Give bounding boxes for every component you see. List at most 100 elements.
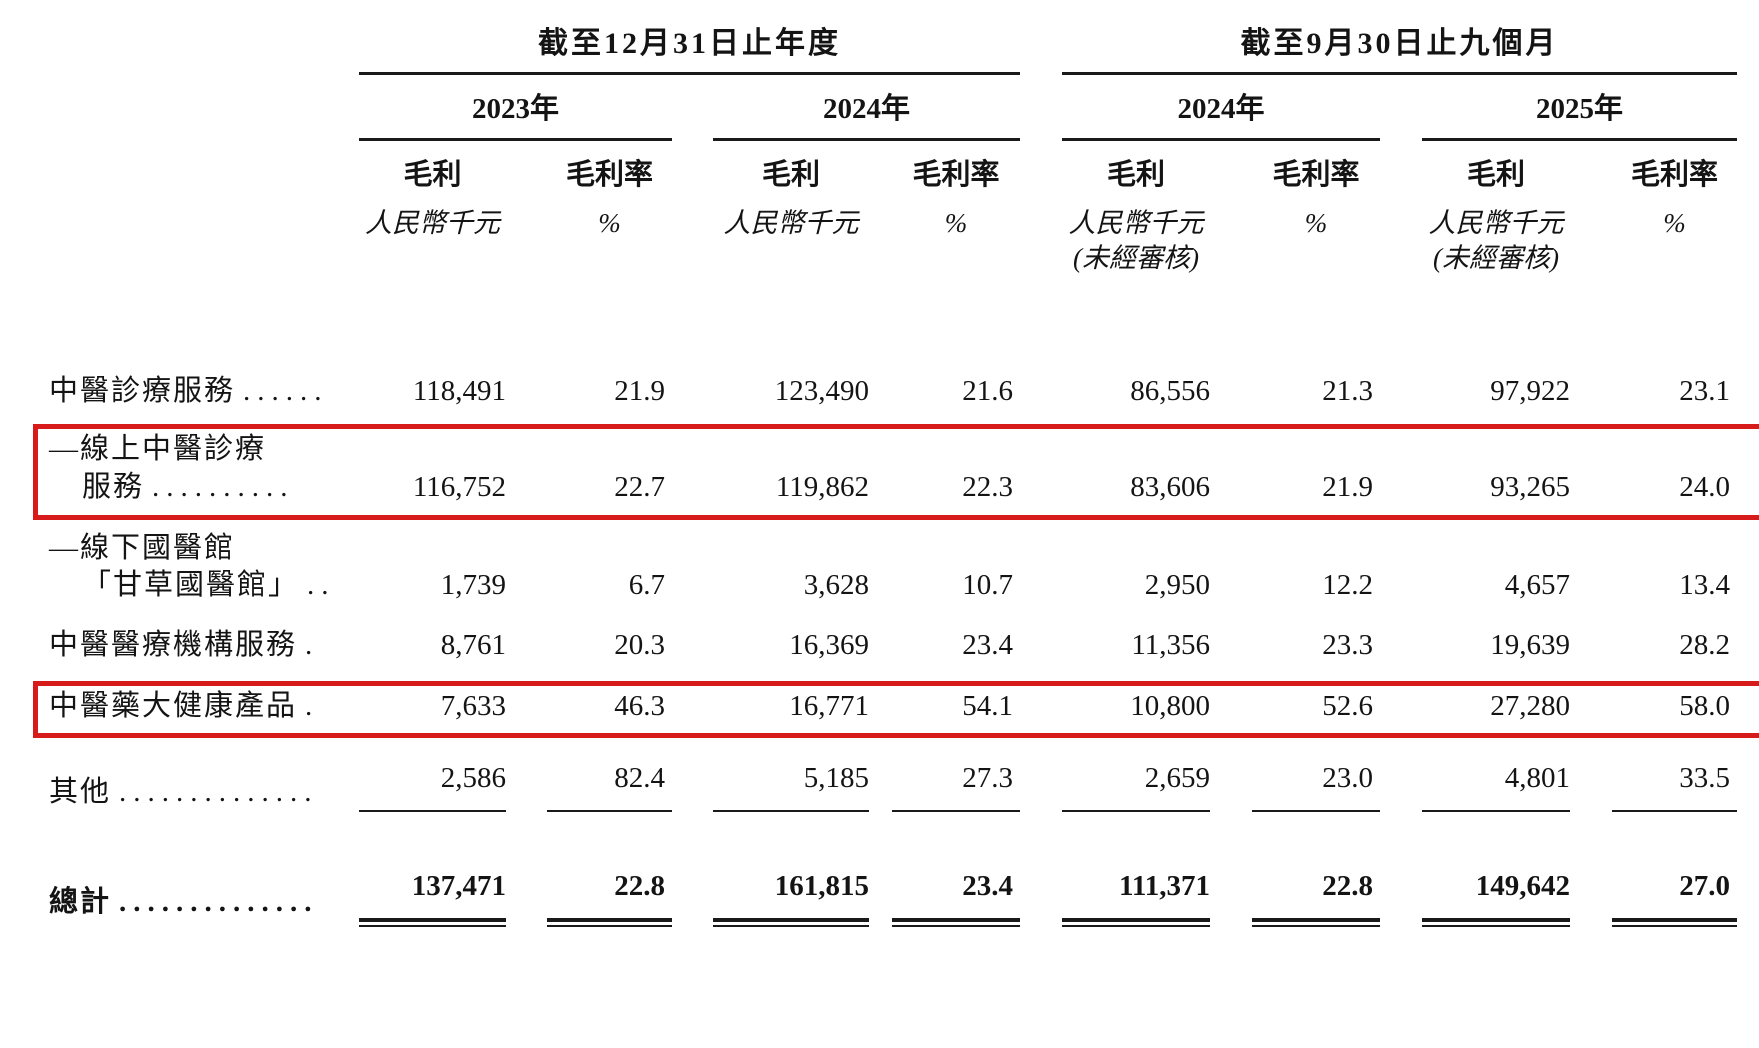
gpm-value: 10.7 [962, 569, 1013, 602]
gp-value: 10,800 [1130, 689, 1210, 722]
gp-value: 5,185 [672, 760, 869, 813]
period-group-header: 截至12月31日止年度 截至9月30日止九個月 [44, 24, 1759, 75]
col-head-gp: 毛利 [1106, 158, 1165, 191]
gpm-value: 23.1 [1679, 374, 1730, 407]
gross-profit-table-page: 截至12月31日止年度 截至9月30日止九個月 2023年 2024年 2024… [33, 24, 1759, 927]
unit-rmb: 人民幣千元 [365, 208, 500, 239]
unit-header-row: 人民幣千元 % 人民幣千元 % 人民幣千元 (未經審核) % 人民幣千元 (未經… [44, 206, 1759, 276]
unit-rmb-unaudited: 人民幣千元 (未經審核) [1020, 206, 1210, 276]
row-label: 中醫藥大健康產品. [49, 689, 320, 722]
gpm-value: 21.6 [962, 374, 1013, 407]
gp-value: 11,356 [1131, 629, 1210, 661]
dot-leader: .......... [152, 470, 295, 503]
gp-value: 4,801 [1380, 760, 1570, 813]
gpm-value: 52.6 [1322, 689, 1373, 722]
table-row-line1: —線上中醫診療 [44, 431, 1759, 469]
gp-total: 137,471 [359, 868, 506, 927]
gpm-value: 23.4 [962, 629, 1013, 661]
gp-value: 4,657 [1504, 569, 1570, 602]
period-group-annual-title: 截至12月31日止年度 [359, 24, 1020, 75]
unit-rmb-unaudited: 人民幣千元 (未經審核) [1380, 206, 1570, 276]
gpm-total: 22.8 [506, 868, 672, 927]
year-header-row: 2023年 2024年 2024年 2025年 [44, 91, 1759, 141]
col-head-gp: 毛利 [1466, 158, 1525, 191]
gpm-total: 23.4 [869, 868, 1020, 927]
gp-value: 16,771 [789, 689, 869, 722]
table-row: 服務.......... 116,752 22.7 119,862 22.3 8… [44, 469, 1759, 507]
year-2025-nine-month: 2025年 [1380, 91, 1737, 141]
column-header-row: 毛利 毛利率 毛利 毛利率 毛利 毛利率 毛利 毛利率 [44, 157, 1759, 195]
gpm-value: 33.5 [1570, 760, 1737, 813]
unaudited-note: (未經審核) [1433, 243, 1559, 274]
table-row: 中醫診療服務...... 118,491 21.9 123,490 21.6 8… [44, 373, 1759, 411]
dot-leader: .. [307, 569, 336, 602]
gpm-total: 22.8 [1210, 868, 1380, 927]
gp-value: 116,752 [412, 470, 506, 503]
gpm-value: 22.7 [614, 470, 665, 503]
unaudited-note: (未經審核) [1073, 243, 1199, 274]
gpm-value: 12.2 [1322, 569, 1373, 602]
table-row-group: —線下國醫館 「甘草國醫館」.. 1,739 6.7 3,628 10.7 2,… [44, 530, 1759, 605]
col-head-gpm: 毛利率 [912, 158, 1000, 191]
row-label: 中醫醫療機構服務. [49, 629, 320, 661]
row-label: 其他.............. [49, 776, 319, 809]
gp-value: 7,633 [440, 689, 506, 722]
gp-value: 123,490 [774, 374, 869, 407]
table-row: 中醫醫療機構服務. 8,761 20.3 16,369 23.4 11,356 … [44, 627, 1759, 665]
table-row: 其他.............. 2,586 82.4 5,185 27.3 2… [44, 760, 1759, 813]
gp-value: 2,586 [359, 760, 506, 813]
dot-leader: .............. [119, 776, 319, 809]
gpm-value: 27.3 [869, 760, 1020, 813]
gp-value: 118,491 [412, 374, 506, 407]
unit-percent: % [598, 208, 621, 239]
gp-value: 86,556 [1130, 374, 1210, 407]
gpm-value: 54.1 [962, 689, 1013, 722]
row-label: 「甘草國醫館」.. [82, 569, 336, 602]
highlight-box-online-services: —線上中醫診療 服務.......... 116,752 22.7 119,86… [33, 424, 1759, 520]
col-head-gp: 毛利 [403, 158, 462, 191]
gpm-value: 46.3 [614, 689, 665, 722]
gpm-total: 27.0 [1570, 868, 1737, 927]
period-group-nine-month: 截至9月30日止九個月 [1020, 24, 1737, 75]
gpm-value: 23.0 [1210, 760, 1380, 813]
gp-value: 97,922 [1490, 374, 1570, 407]
year-2024-annual: 2024年 [672, 91, 1020, 141]
unit-percent: % [944, 208, 968, 239]
gp-total: 111,371 [1020, 868, 1210, 927]
gp-value: 83,606 [1130, 470, 1210, 503]
row-label-line1: —線上中醫診療 [49, 433, 267, 466]
gpm-value: 13.4 [1679, 569, 1730, 602]
dot-leader: . [305, 689, 320, 722]
dot-leader: .............. [119, 886, 319, 919]
total-row: 總計.............. 137,471 22.8 161,815 23… [44, 868, 1759, 927]
unit-percent: % [1304, 208, 1328, 239]
year-2023: 2023年 [359, 91, 672, 141]
col-head-gpm: 毛利率 [1272, 158, 1360, 191]
row-label: 服務.......... [82, 470, 295, 503]
row-label: 中醫診療服務...... [49, 374, 329, 407]
gp-total: 149,642 [1380, 868, 1570, 927]
gpm-value: 82.4 [506, 760, 672, 813]
dot-leader: ...... [243, 374, 329, 407]
unit-percent: % [1663, 208, 1686, 239]
gp-value: 1,739 [440, 569, 506, 602]
gpm-value: 21.9 [614, 374, 665, 407]
gp-value: 19,639 [1490, 629, 1570, 661]
gp-value: 119,862 [775, 470, 869, 503]
gpm-value: 24.0 [1679, 470, 1730, 503]
col-head-gp: 毛利 [761, 158, 820, 191]
row-label-line1: —線下國醫館 [49, 531, 236, 564]
gpm-value: 21.3 [1322, 374, 1373, 407]
gp-value: 8,761 [440, 629, 506, 661]
total-label: 總計.............. [49, 886, 319, 919]
gp-value: 16,369 [789, 629, 869, 661]
dot-leader: . [305, 629, 320, 661]
gp-value: 2,659 [1020, 760, 1210, 813]
period-group-nine-month-title: 截至9月30日止九個月 [1062, 24, 1737, 75]
gpm-value: 20.3 [614, 629, 665, 661]
gpm-value: 28.2 [1679, 629, 1730, 661]
period-group-annual: 截至12月31日止年度 [359, 24, 1020, 75]
table-row: 中醫藥大健康產品. 7,633 46.3 16,771 54.1 10,800 … [44, 688, 1759, 726]
col-head-gpm: 毛利率 [1630, 158, 1718, 191]
year-2024-nine-month: 2024年 [1020, 91, 1380, 141]
